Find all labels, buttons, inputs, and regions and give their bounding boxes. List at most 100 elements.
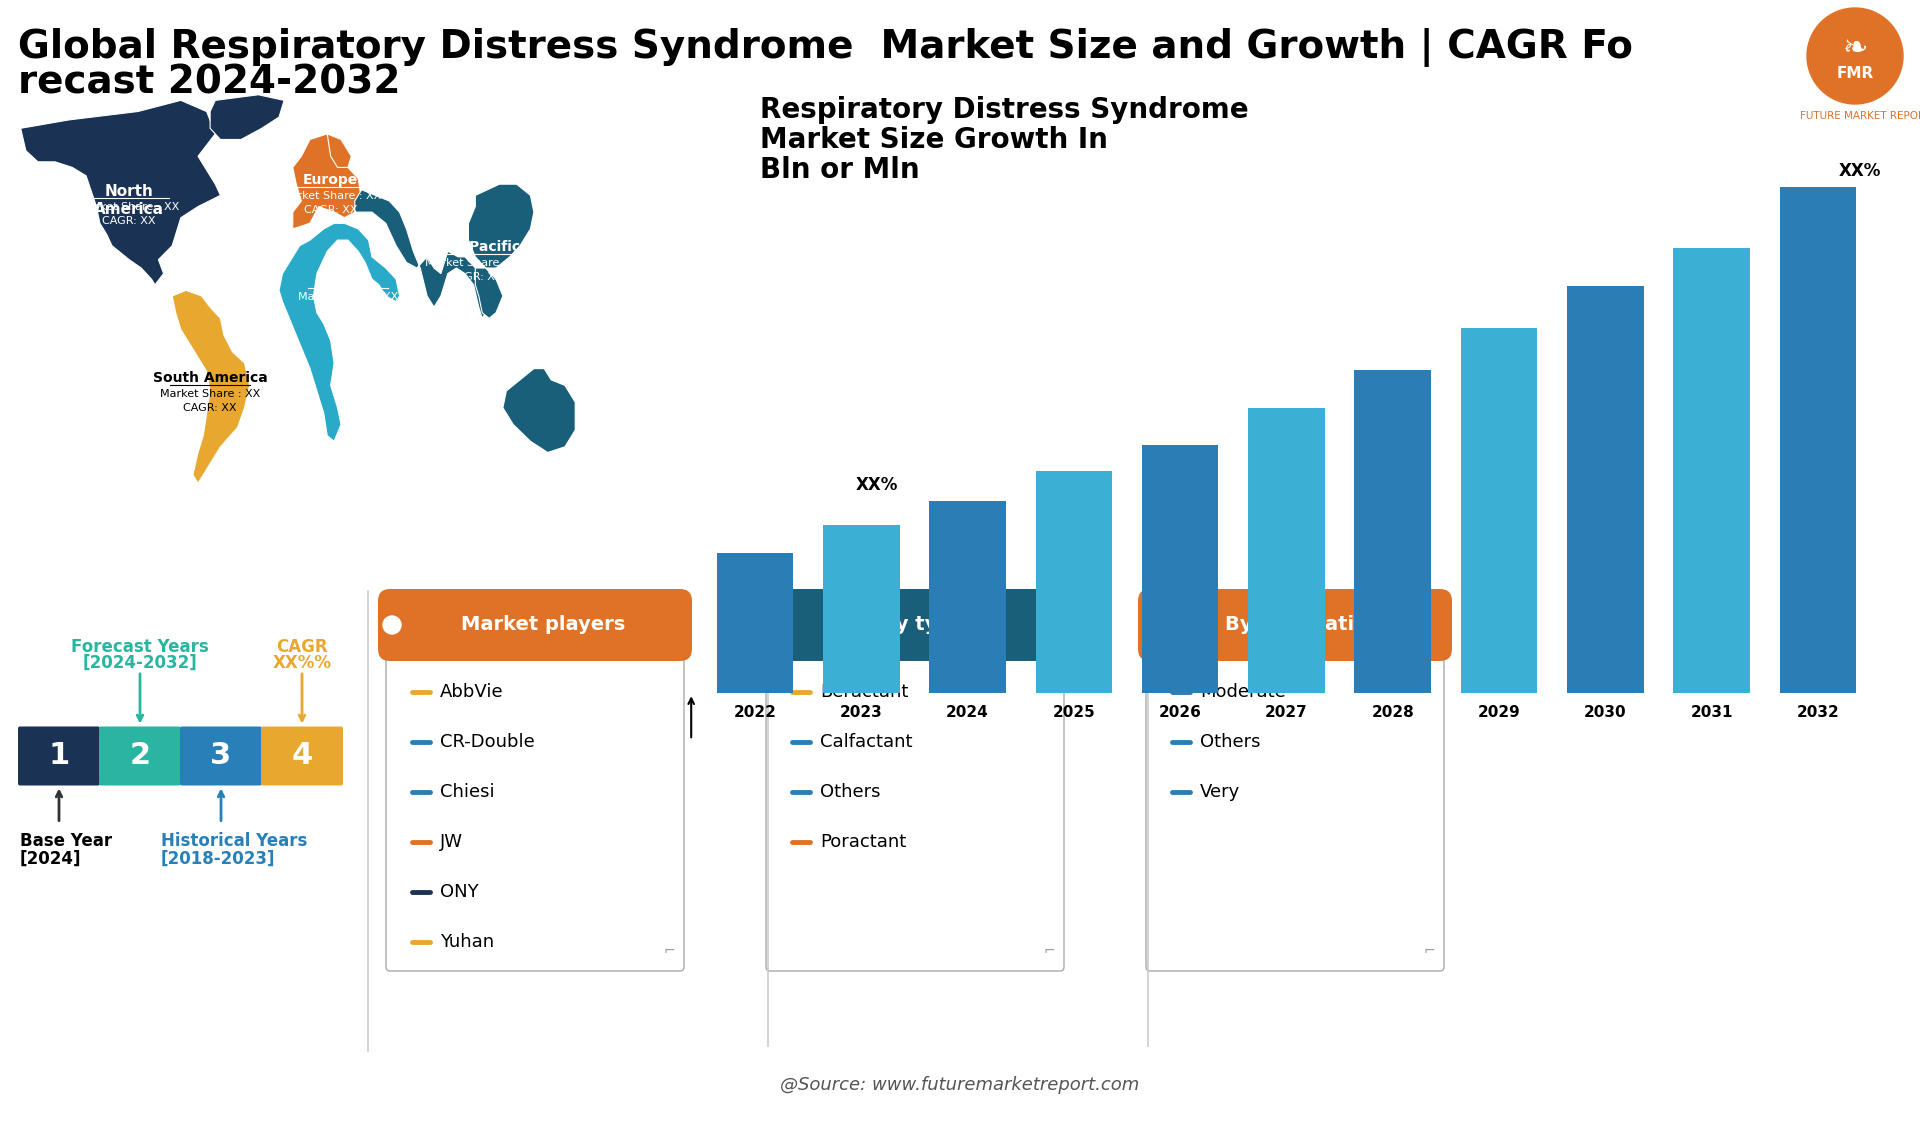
Text: FUTURE MARKET REPORT: FUTURE MARKET REPORT: [1801, 111, 1920, 121]
Text: CAGR: XX: CAGR: XX: [303, 205, 357, 215]
FancyBboxPatch shape: [180, 727, 261, 785]
FancyBboxPatch shape: [378, 589, 691, 661]
Text: 2022: 2022: [733, 705, 776, 720]
Polygon shape: [292, 134, 361, 229]
FancyBboxPatch shape: [17, 727, 100, 785]
Text: Market Share : XX: Market Share : XX: [280, 191, 380, 201]
FancyBboxPatch shape: [1139, 589, 1452, 661]
Text: 3: 3: [211, 740, 232, 769]
Text: 2028: 2028: [1371, 705, 1413, 720]
Text: ⌐: ⌐: [1043, 943, 1054, 957]
Text: Historical Years: Historical Years: [161, 832, 307, 849]
Polygon shape: [476, 268, 503, 319]
Text: 2032: 2032: [1797, 705, 1839, 720]
Bar: [929, 501, 1006, 693]
Polygon shape: [503, 369, 576, 453]
FancyBboxPatch shape: [100, 727, 180, 785]
Polygon shape: [278, 223, 399, 441]
Bar: [1567, 285, 1644, 693]
Circle shape: [1142, 617, 1162, 634]
Text: Others: Others: [820, 783, 881, 801]
Text: ⌐: ⌐: [1423, 943, 1434, 957]
Text: ❧: ❧: [1843, 33, 1868, 63]
Polygon shape: [173, 290, 250, 484]
Text: 2023: 2023: [839, 705, 883, 720]
Text: FMR: FMR: [1836, 66, 1874, 81]
Circle shape: [382, 617, 401, 634]
Text: ONY: ONY: [440, 884, 478, 901]
Text: Base Year: Base Year: [19, 832, 111, 849]
Text: Market players: Market players: [461, 615, 626, 635]
Text: [2024]: [2024]: [19, 849, 81, 868]
Text: 2026: 2026: [1158, 705, 1202, 720]
Text: XX%%: XX%%: [273, 654, 332, 672]
Polygon shape: [326, 134, 351, 167]
Bar: [1035, 471, 1112, 693]
Text: 2031: 2031: [1690, 705, 1732, 720]
Text: Bln or Mln: Bln or Mln: [760, 156, 920, 185]
Text: Europe: Europe: [303, 173, 359, 187]
Polygon shape: [468, 185, 534, 268]
Text: Market Size Growth In: Market Size Growth In: [760, 126, 1108, 154]
Polygon shape: [209, 95, 284, 140]
Text: South America: South America: [154, 371, 267, 385]
Text: Market Share : XX: Market Share : XX: [298, 291, 397, 301]
Text: 2030: 2030: [1584, 705, 1626, 720]
Text: Asia Pacific: Asia Pacific: [430, 240, 520, 254]
Text: 2025: 2025: [1052, 705, 1094, 720]
Text: recast 2024-2032: recast 2024-2032: [17, 64, 401, 102]
Text: Very: Very: [1200, 783, 1240, 801]
FancyBboxPatch shape: [386, 653, 684, 971]
Text: Market Share : XX: Market Share : XX: [79, 202, 179, 212]
Text: MEA: MEA: [328, 274, 367, 289]
Text: Forecast Years: Forecast Years: [71, 638, 209, 656]
Text: Market Share : XX: Market Share : XX: [424, 258, 526, 268]
FancyBboxPatch shape: [758, 589, 1071, 661]
Text: ⌐: ⌐: [664, 943, 676, 957]
Text: Poractant: Poractant: [820, 833, 906, 851]
Text: 2029: 2029: [1478, 705, 1521, 720]
Text: Respiratory Distress Syndrome: Respiratory Distress Syndrome: [760, 96, 1248, 124]
Text: Moderate: Moderate: [1200, 683, 1286, 701]
Text: CAGR: CAGR: [276, 638, 328, 656]
Text: CAGR: XX: CAGR: XX: [449, 272, 503, 282]
Text: 2024: 2024: [947, 705, 989, 720]
Text: 1: 1: [48, 740, 69, 769]
Text: AbbVie: AbbVie: [440, 683, 503, 701]
Text: Others: Others: [1200, 733, 1261, 751]
Text: Global Respiratory Distress Syndrome  Market Size and Growth | CAGR Fo: Global Respiratory Distress Syndrome Mar…: [17, 28, 1632, 66]
Text: Market Share : XX: Market Share : XX: [159, 390, 261, 400]
Text: CAGR: XX: CAGR: XX: [102, 217, 156, 226]
Text: CR-Double: CR-Double: [440, 733, 536, 751]
Text: [2024-2032]: [2024-2032]: [83, 654, 198, 672]
Text: [2018-2023]: [2018-2023]: [161, 849, 275, 868]
Circle shape: [1807, 8, 1903, 104]
Text: Beractant: Beractant: [820, 683, 908, 701]
Text: Calfactant: Calfactant: [820, 733, 912, 751]
Text: CAGR: XX: CAGR: XX: [184, 403, 236, 414]
FancyBboxPatch shape: [261, 727, 344, 785]
Circle shape: [762, 617, 781, 634]
Polygon shape: [355, 190, 490, 319]
Text: CAGR: XX: CAGR: XX: [321, 306, 374, 315]
Text: North
America: North America: [94, 185, 165, 217]
Text: JW: JW: [440, 833, 463, 851]
Text: Chiesi: Chiesi: [440, 783, 495, 801]
Bar: [1780, 188, 1857, 693]
Bar: [1674, 249, 1749, 693]
Bar: [1354, 370, 1430, 693]
Text: XX%: XX%: [856, 477, 899, 494]
Text: @Source: www.futuremarketreport.com: @Source: www.futuremarketreport.com: [780, 1076, 1140, 1094]
Polygon shape: [21, 101, 221, 285]
Text: By type: By type: [881, 615, 966, 635]
Text: XX%: XX%: [1839, 163, 1882, 180]
Bar: [824, 525, 899, 693]
Bar: [1142, 445, 1219, 693]
Bar: [716, 552, 793, 693]
FancyBboxPatch shape: [766, 653, 1064, 971]
Text: 2027: 2027: [1265, 705, 1308, 720]
Bar: [1248, 408, 1325, 693]
Text: 2: 2: [129, 740, 150, 769]
Bar: [1461, 328, 1538, 693]
Text: By application: By application: [1225, 615, 1380, 635]
